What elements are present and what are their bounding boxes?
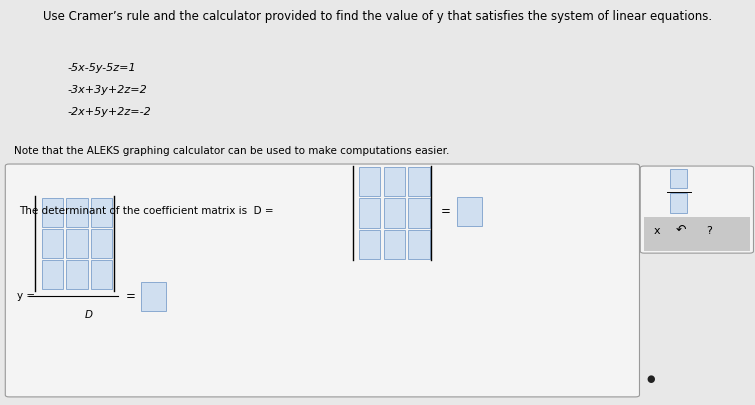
Text: Note that the ALEKS graphing calculator can be used to make computations easier.: Note that the ALEKS graphing calculator … — [14, 146, 449, 156]
Bar — [42, 198, 63, 227]
Text: =: = — [440, 205, 450, 218]
Bar — [91, 260, 112, 289]
Bar — [42, 229, 63, 258]
Bar — [384, 198, 405, 228]
Bar — [359, 230, 380, 259]
Bar — [359, 198, 380, 228]
Text: -2x+5y+2z=-2: -2x+5y+2z=-2 — [68, 107, 152, 117]
Bar — [66, 229, 88, 258]
Text: =: = — [125, 290, 135, 303]
Bar — [670, 169, 687, 188]
FancyBboxPatch shape — [640, 166, 753, 253]
Bar — [66, 260, 88, 289]
Bar — [408, 167, 430, 196]
Text: y =: y = — [17, 292, 35, 301]
Bar — [408, 198, 430, 228]
Bar — [644, 217, 750, 251]
Text: ?: ? — [706, 226, 712, 236]
Bar — [42, 260, 63, 289]
Bar — [384, 230, 405, 259]
Text: -5x-5y-5z=1: -5x-5y-5z=1 — [68, 63, 137, 73]
Text: x: x — [654, 226, 661, 236]
Text: Use Cramer’s rule and the calculator provided to find the value of y that satisf: Use Cramer’s rule and the calculator pro… — [43, 10, 712, 23]
Bar — [670, 193, 687, 213]
FancyBboxPatch shape — [5, 164, 639, 397]
Bar — [91, 229, 112, 258]
Bar — [359, 167, 380, 196]
Text: ●: ● — [646, 374, 655, 384]
Text: -3x+3y+2z=2: -3x+3y+2z=2 — [68, 85, 148, 95]
Text: The determinant of the coefficient matrix is  D =: The determinant of the coefficient matri… — [19, 207, 273, 216]
Text: D: D — [85, 310, 92, 320]
Bar — [408, 230, 430, 259]
Bar — [457, 197, 482, 226]
Bar — [91, 198, 112, 227]
Text: ↶: ↶ — [676, 224, 686, 237]
Bar — [140, 282, 166, 311]
Bar — [384, 167, 405, 196]
Bar — [66, 198, 88, 227]
